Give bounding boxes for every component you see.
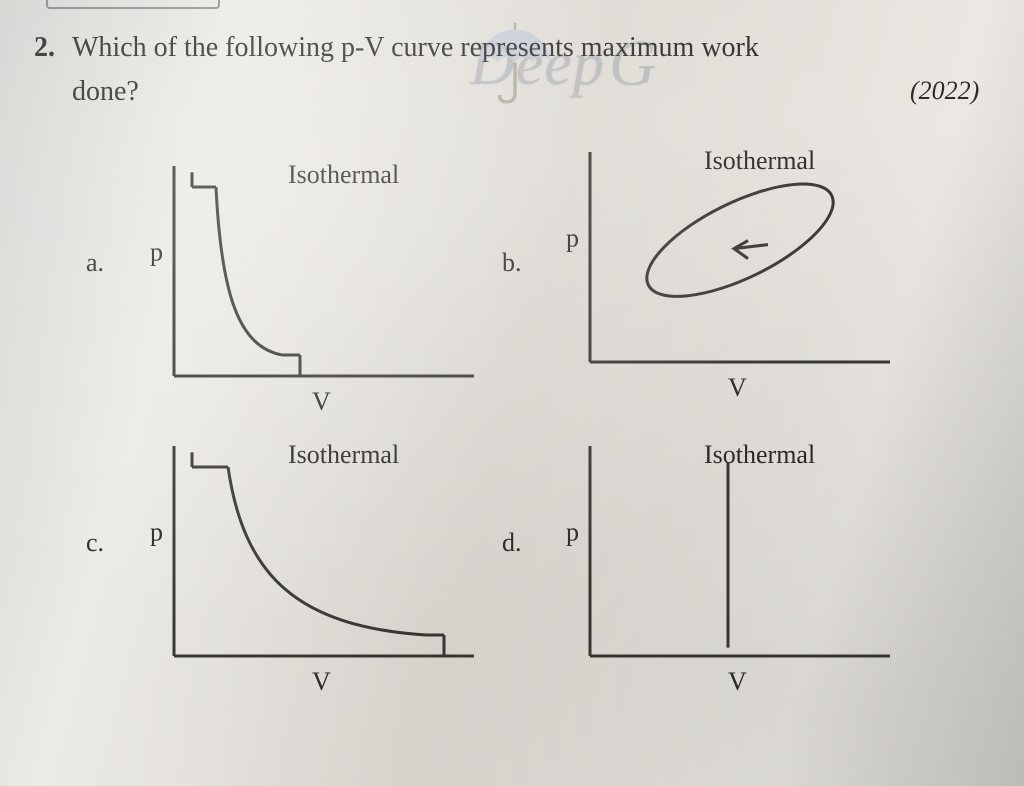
svg-text:V: V	[728, 667, 747, 696]
option-c-label: c.	[86, 528, 104, 558]
question-line1: Which of the following p-V curve represe…	[72, 32, 759, 64]
page: Deep G 2. Which of the following p-V cur…	[0, 0, 1024, 786]
svg-text:p: p	[566, 224, 579, 253]
svg-text:p: p	[150, 238, 163, 267]
option-a-graph: p V Isothermal	[140, 152, 500, 422]
svg-text:Isothermal: Isothermal	[704, 440, 815, 469]
svg-text:p: p	[150, 518, 163, 547]
question-number: 2.	[34, 32, 55, 64]
option-b-graph: p V Isothermal	[556, 138, 916, 408]
option-c-graph: p V Isothermal	[140, 432, 500, 702]
option-a-label: a.	[86, 248, 104, 278]
option-b-label: b.	[502, 248, 522, 278]
option-d-graph: p V Isothermal	[556, 432, 916, 702]
svg-text:Isothermal: Isothermal	[288, 160, 399, 189]
svg-text:p: p	[566, 518, 579, 547]
svg-text:Isothermal: Isothermal	[288, 440, 399, 469]
question-year: (2022)	[910, 76, 979, 106]
top-rule-fragment	[46, 0, 220, 9]
svg-text:V: V	[728, 373, 747, 402]
option-d-label: d.	[502, 528, 522, 558]
svg-text:Isothermal: Isothermal	[704, 146, 815, 175]
svg-text:V: V	[312, 667, 331, 696]
svg-text:V: V	[312, 387, 331, 416]
question-line2: done?	[72, 76, 139, 108]
